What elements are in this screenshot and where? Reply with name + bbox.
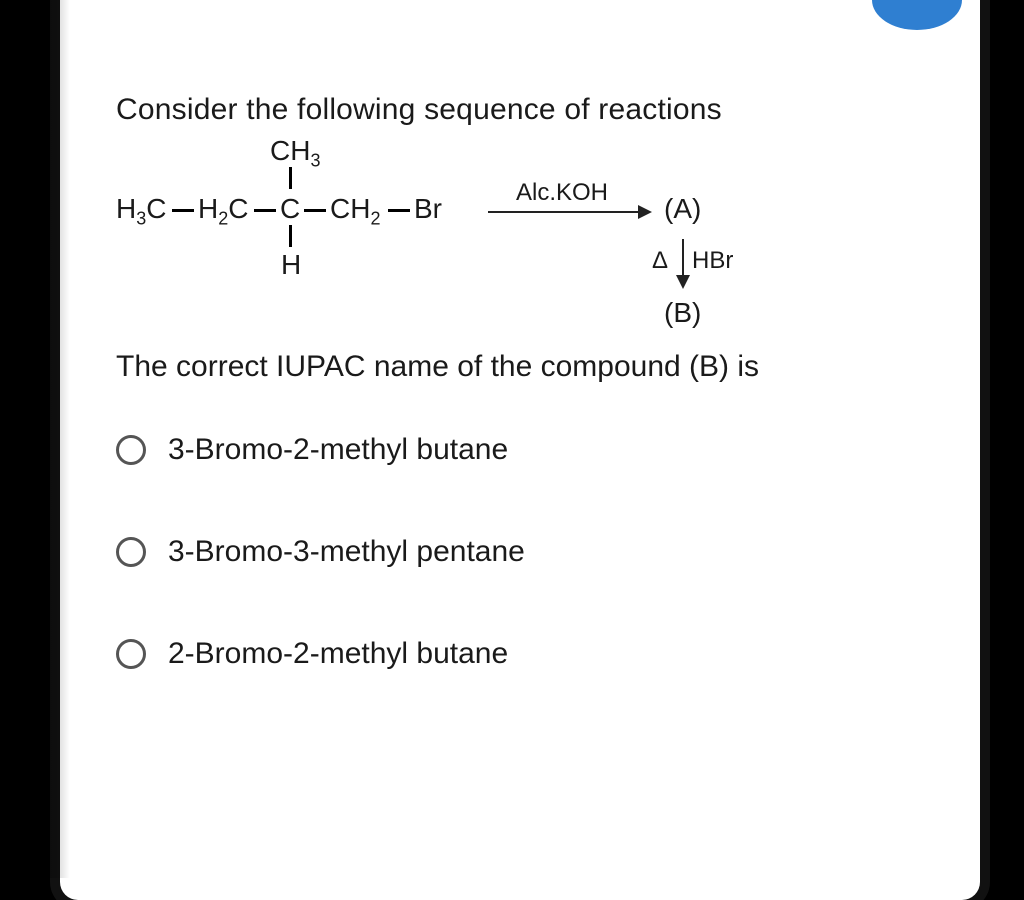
option-1[interactable]: 3-Bromo-2-methyl butane — [116, 433, 940, 467]
option-label: 3-Bromo-2-methyl butane — [168, 433, 508, 467]
question-tail: The correct IUPAC name of the compound (… — [116, 347, 940, 388]
arrow-icon — [488, 211, 650, 213]
bond — [254, 209, 276, 212]
reaction-diagram: H3C H2C C CH3 H CH2 Br Alc.KOH (A) Δ HBr… — [116, 137, 940, 337]
question-card: Consider the following sequence of react… — [60, 0, 980, 900]
option-3[interactable]: 2-Bromo-2-methyl butane — [116, 637, 940, 671]
bond — [289, 225, 292, 247]
bond — [304, 209, 326, 212]
delta-symbol: Δ — [652, 247, 668, 275]
atom-ch2: CH2 — [330, 193, 380, 230]
atom-ch3-top: CH3 — [270, 135, 320, 172]
arrow-down-icon — [682, 239, 684, 287]
radio-icon[interactable] — [116, 639, 146, 669]
radio-icon[interactable] — [116, 435, 146, 465]
option-label: 2-Bromo-2-methyl butane — [168, 637, 508, 671]
bond — [388, 209, 410, 212]
radio-icon[interactable] — [116, 537, 146, 567]
atom-c-center: C — [280, 193, 300, 225]
content-area: Consider the following sequence of react… — [90, 10, 950, 671]
question-prompt: Consider the following sequence of react… — [116, 90, 940, 131]
atom-h-bottom: H — [281, 249, 301, 281]
options-list: 3-Bromo-2-methyl butane 3-Bromo-3-methyl… — [116, 433, 940, 671]
product-b-label: (B) — [664, 297, 701, 329]
option-2[interactable]: 3-Bromo-3-methyl pentane — [116, 535, 940, 569]
reagent-alc-koh: Alc.KOH — [516, 179, 608, 207]
product-a-label: (A) — [664, 193, 701, 225]
atom-br: Br — [414, 193, 442, 225]
bond — [172, 209, 194, 212]
option-label: 3-Bromo-3-methyl pentane — [168, 535, 525, 569]
atom-h3c: H3C — [116, 193, 166, 230]
reagent-hbr: HBr — [692, 247, 733, 275]
atom-h2c: H2C — [198, 193, 248, 230]
